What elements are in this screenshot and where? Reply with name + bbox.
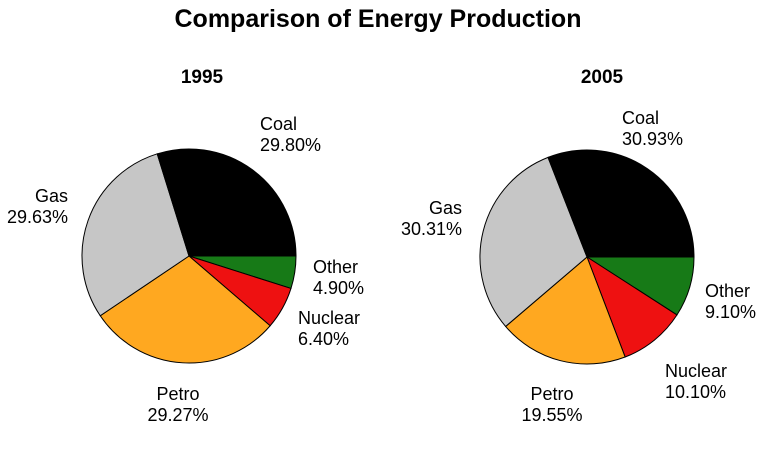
pie-slice-petro-1995 <box>99 255 271 364</box>
slice-percent: 10.10% <box>665 382 727 402</box>
slice-percent: 29.80% <box>260 135 322 155</box>
pie-slice-coal-2005 <box>547 149 695 258</box>
slice-label-coal-2005: Coal 30.93% <box>622 108 683 150</box>
slice-label-petro-2005: Petro 19.55% <box>521 384 582 426</box>
pie-title-1995: 1995 <box>180 67 224 88</box>
slice-label-other-2005: Other 9.10% <box>705 281 756 323</box>
slice-label-nuclear-1995: Nuclear 6.40% <box>298 308 360 350</box>
slice-label-petro-1995: Petro 29.27% <box>147 384 208 426</box>
pie-chart-1995 <box>81 148 297 364</box>
slice-label-other-1995: Other 4.90% <box>313 257 364 299</box>
pie-slice-gas-2005 <box>479 156 588 328</box>
pie-slice-gas-1995 <box>81 153 190 317</box>
slice-percent: 30.31% <box>400 219 462 239</box>
slice-name: Nuclear <box>665 361 728 381</box>
slice-percent: 29.27% <box>147 405 209 425</box>
slice-name: Coal <box>260 114 298 134</box>
slice-name: Petro <box>156 384 200 404</box>
slice-percent: 30.93% <box>622 129 684 149</box>
pie-chart-2005 <box>479 149 695 365</box>
slice-percent: 9.10% <box>705 302 757 322</box>
slice-label-gas-2005: Gas 30.31% <box>401 198 462 240</box>
slice-percent: 29.63% <box>6 207 68 227</box>
pie-title-2005: 2005 <box>580 67 624 88</box>
slice-percent: 4.90% <box>313 278 365 298</box>
slice-percent: 19.55% <box>521 405 583 425</box>
pie-slice-petro-2005 <box>504 256 626 365</box>
slice-name: Nuclear <box>298 308 361 328</box>
pie-slice-coal-1995 <box>156 148 297 257</box>
figure-title: Comparison of Energy Production <box>174 5 582 33</box>
slice-name: Coal <box>622 108 660 128</box>
slice-name: Other <box>705 281 751 301</box>
slice-label-gas-1995: Gas 29.63% <box>7 186 68 228</box>
slice-name: Gas <box>34 186 68 206</box>
slice-name: Gas <box>428 198 462 218</box>
slice-name: Other <box>313 257 359 277</box>
slice-label-coal-1995: Coal 29.80% <box>260 114 321 156</box>
slice-label-nuclear-2005: Nuclear 10.10% <box>665 361 727 403</box>
slice-percent: 6.40% <box>298 329 350 349</box>
slice-name: Petro <box>530 384 574 404</box>
